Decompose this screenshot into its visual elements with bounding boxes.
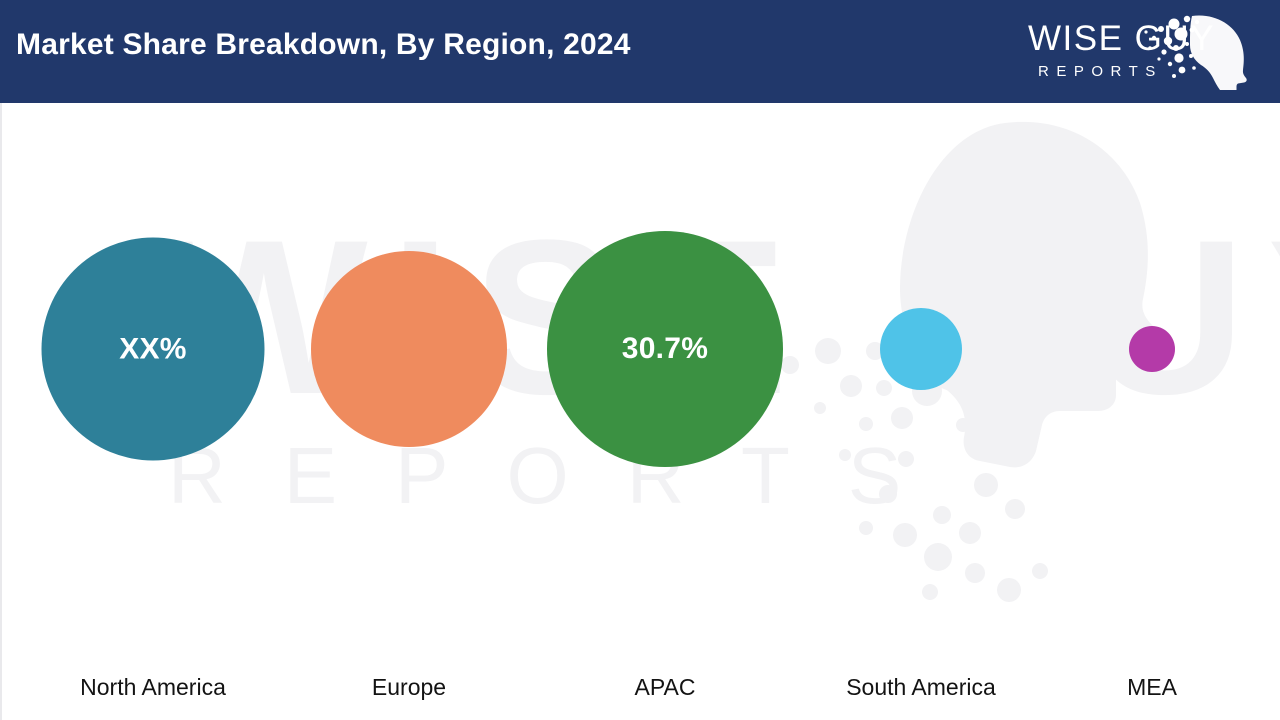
bubble-chart: WISE GUY REPORTS — [0, 103, 1280, 720]
wise-guy-reports-logo: WISE GUY REPORTS — [1024, 10, 1262, 92]
bubble-apac[interactable]: 30.7% — [547, 231, 783, 467]
bubble-value-north-america: XX% — [119, 332, 187, 365]
bubble-europe[interactable] — [311, 251, 507, 447]
bubbles-layer: XX% 30.7% — [0, 103, 1280, 720]
left-edge-divider — [0, 103, 2, 720]
svg-text:REPORTS: REPORTS — [1038, 63, 1163, 80]
header-bar: Market Share Breakdown, By Region, 2024 … — [0, 0, 1280, 103]
bubble-value-apac: 30.7% — [621, 332, 709, 365]
bubble-north-america[interactable]: XX% — [41, 237, 265, 461]
svg-text:WISE GUY: WISE GUY — [1028, 19, 1215, 58]
bubble-south-america[interactable] — [880, 308, 962, 390]
page-title: Market Share Breakdown, By Region, 2024 — [16, 27, 631, 61]
bubble-mea[interactable] — [1129, 326, 1175, 372]
